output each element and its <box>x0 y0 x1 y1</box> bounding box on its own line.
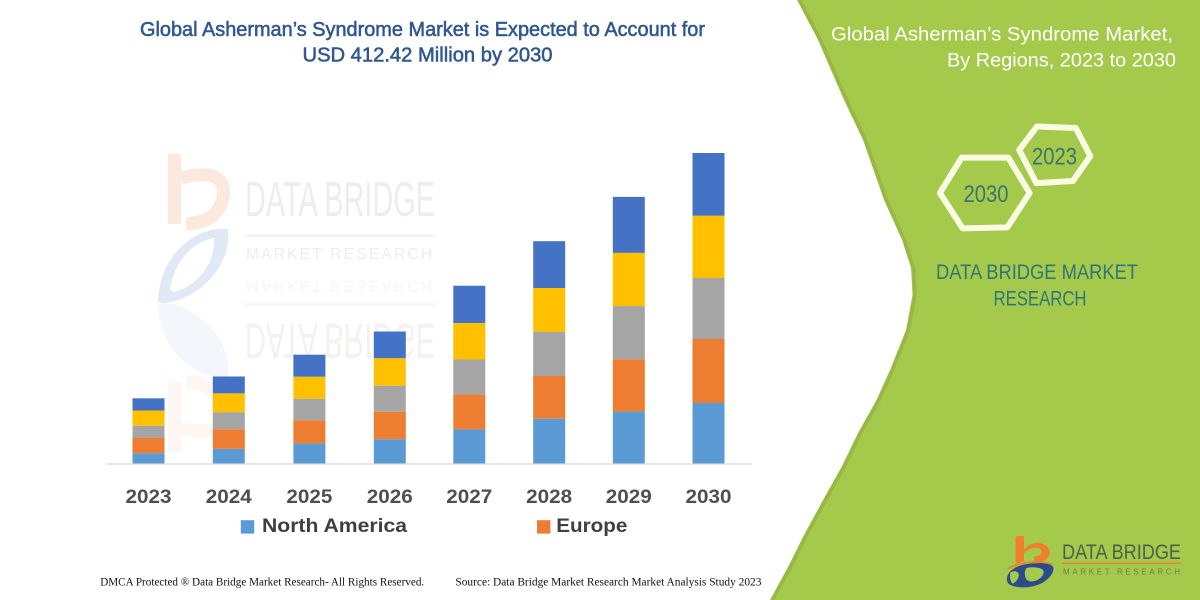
svg-text:2026: 2026 <box>367 487 413 508</box>
svg-text:2024: 2024 <box>206 487 252 508</box>
svg-text:2027: 2027 <box>446 487 492 508</box>
svg-text:Europe: Europe <box>556 516 627 537</box>
svg-text:2023: 2023 <box>1032 144 1077 171</box>
svg-text:DATA BRIDGE: DATA BRIDGE <box>245 173 435 227</box>
svg-text:Source: Data Bridge Market Res: Source: Data Bridge Market Research Mark… <box>455 575 761 589</box>
svg-text:2028: 2028 <box>526 487 572 508</box>
svg-text:DATA BRIDGE: DATA BRIDGE <box>1062 541 1181 564</box>
svg-text:MARKET RESEARCH: MARKET RESEARCH <box>246 246 432 263</box>
svg-text:MARKET RESEARCH: MARKET RESEARCH <box>1063 568 1180 577</box>
svg-text:DATA BRIDGE MARKET: DATA BRIDGE MARKET <box>936 260 1138 284</box>
svg-text:2025: 2025 <box>286 487 332 508</box>
svg-text:North America: North America <box>262 516 407 537</box>
svg-text:2030: 2030 <box>964 181 1009 208</box>
svg-text:2030: 2030 <box>686 487 732 508</box>
svg-text:MARKET RESEARCH: MARKET RESEARCH <box>246 277 432 294</box>
svg-text:DMCA Protected ® Data Bridge M: DMCA Protected ® Data Bridge Market Rese… <box>100 575 424 589</box>
svg-text:DATA BRIDGE: DATA BRIDGE <box>245 313 435 367</box>
svg-text:2029: 2029 <box>606 487 652 508</box>
svg-text:Global Asherman’s Syndrome Mar: Global Asherman’s Syndrome Market is Exp… <box>140 19 705 41</box>
svg-text:RESEARCH: RESEARCH <box>994 287 1087 311</box>
svg-text:Global Asherman’s Syndrome Mar: Global Asherman’s Syndrome Market, <box>831 25 1173 46</box>
svg-text:2023: 2023 <box>126 487 172 508</box>
svg-text:By Regions, 2023 to 2030: By Regions, 2023 to 2030 <box>947 51 1176 72</box>
svg-text:USD 412.42 Million by 2030: USD 412.42 Million by 2030 <box>303 45 553 67</box>
